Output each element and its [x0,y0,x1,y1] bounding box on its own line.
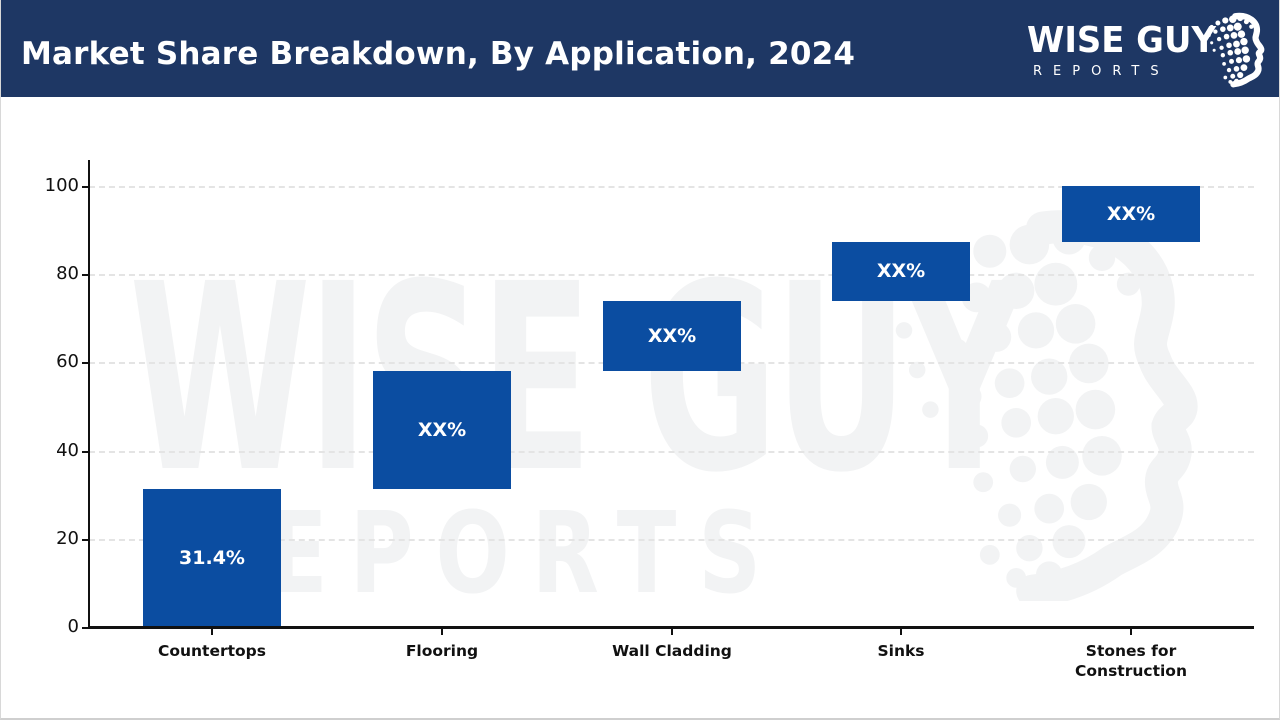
x-tick-label-1: Flooring [405,642,479,660]
y-tick-label-0: 0 [67,616,79,637]
gridline-80 [89,274,1254,277]
bar-3: XX% [832,242,970,301]
y-tick-60 [82,362,89,365]
x-tick-2 [671,629,673,635]
bar-4: XX% [1062,186,1200,242]
bar-label-0: 31.4% [179,546,245,569]
bar-label-3: XX% [876,260,926,283]
bar-label-1: XX% [417,418,467,441]
y-tick-label-60: 60 [56,351,79,373]
logo-subtext: REPORTS [1033,64,1170,79]
gridline-20 [89,538,1254,541]
x-axis-spine [88,626,1254,629]
wiseguy-logo: WISE GUY REPORTS [1027,8,1265,92]
gridline-40 [89,450,1254,453]
y-tick-20 [82,538,89,541]
y-tick-label-80: 80 [56,263,79,285]
waterfall-chart: 0 20 40 60 80 100 31.4% Countertops XX% Floor… [1,97,1279,718]
x-tick-label-0: Countertops [157,642,267,660]
header-bar: Market Share Breakdown, By Application, … [1,0,1279,97]
x-tick-4 [1130,629,1132,635]
bar-label-2: XX% [647,324,697,347]
y-tick-label-40: 40 [56,439,79,461]
y-axis-spine [88,160,90,629]
x-tick-3 [900,629,902,635]
wiseguy-face-icon [1207,12,1265,88]
x-tick-1 [441,629,443,635]
page-title: Market Share Breakdown, By Application, … [21,36,856,72]
y-tick-label-100: 100 [44,175,79,196]
y-tick-80 [82,274,89,277]
x-tick-label-3: Sinks [877,642,925,660]
bar-2: XX% [603,300,741,372]
x-tick-label-4: Stones for Construction [1075,642,1187,680]
gridline-100 [89,186,1254,188]
y-tick-label-20: 20 [56,527,79,549]
x-tick-label-2: Wall Cladding [612,642,732,660]
bar-0: 31.4% [143,488,281,627]
bar-label-4: XX% [1106,203,1156,225]
x-tick-0 [211,629,213,635]
y-tick-100 [82,186,89,188]
logo-wordmark: WISE GUY [1027,20,1216,61]
y-tick-40 [82,450,89,453]
bar-1: XX% [373,371,511,489]
y-tick-0 [82,627,89,629]
